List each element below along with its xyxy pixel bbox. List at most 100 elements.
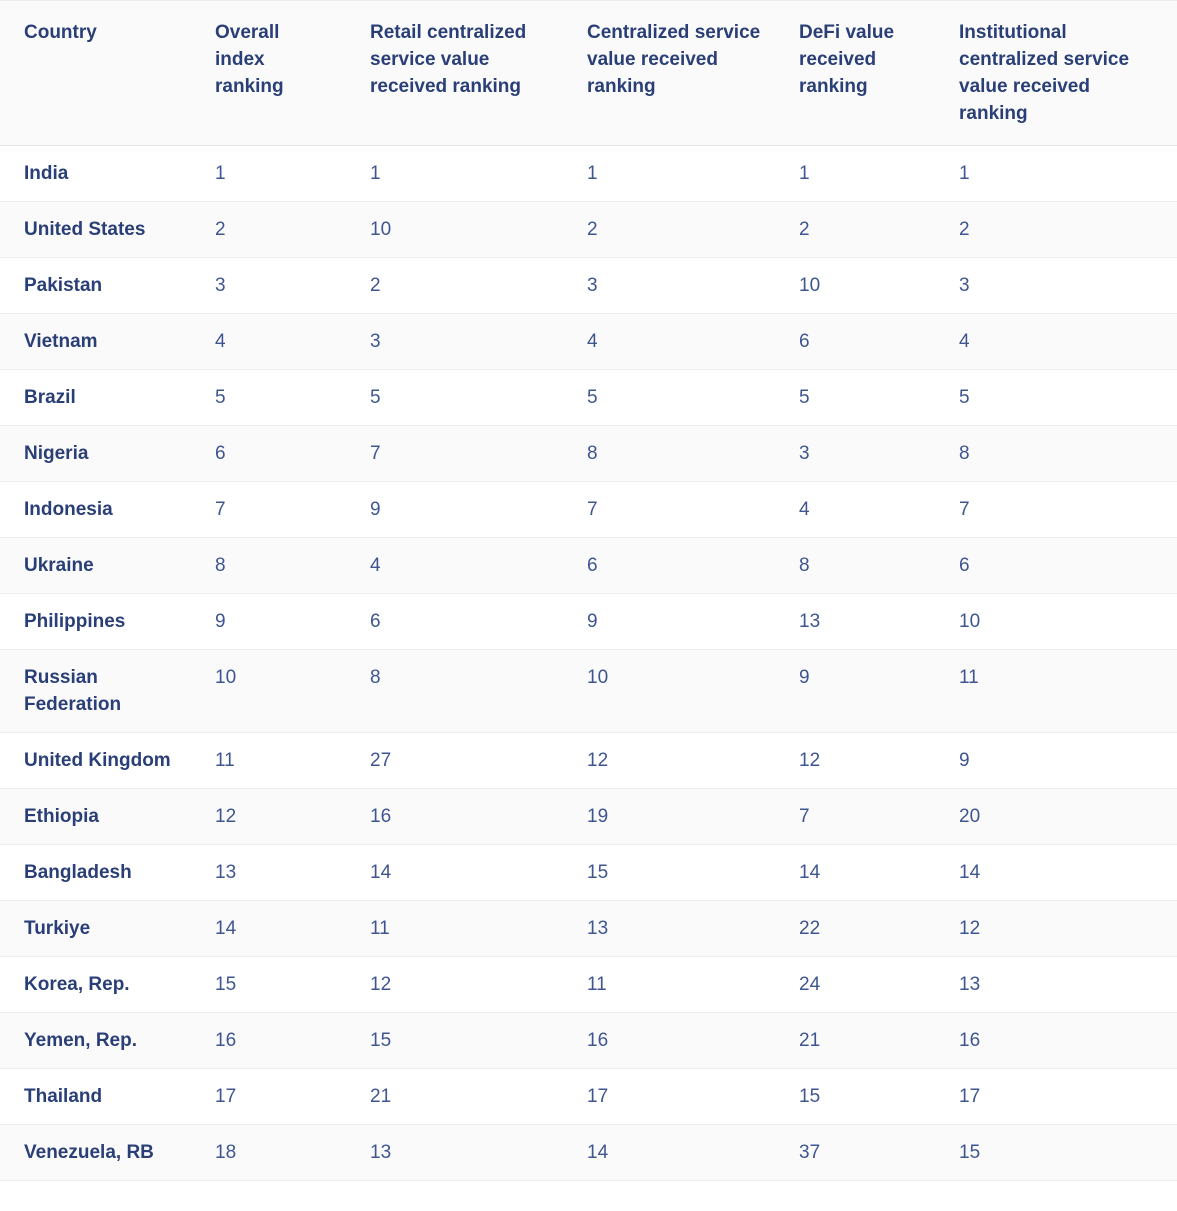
cell-centralized-ranking: 4: [562, 313, 775, 370]
table-row[interactable]: Korea, Rep. 15 12 11 24 13: [0, 956, 1177, 1013]
table-row[interactable]: Turkiye 14 11 13 22 12: [0, 900, 1177, 957]
column-header-defi-label: DeFi value received ranking: [799, 22, 895, 97]
cell-overall-index-ranking: 5: [192, 369, 345, 426]
table-row[interactable]: Nigeria 6 7 8 3 8: [0, 425, 1177, 482]
cell-defi-ranking: 1: [775, 145, 937, 202]
table-row[interactable]: Thailand 17 21 17 15 17: [0, 1068, 1177, 1125]
table-row[interactable]: Vietnam 4 3 4 6 4: [0, 313, 1177, 370]
cell-country: Yemen, Rep.: [0, 1012, 192, 1069]
cell-country: Vietnam: [0, 313, 192, 370]
cell-retail-ranking: 9: [345, 481, 562, 538]
cell-defi-ranking: 9: [775, 649, 937, 733]
cell-country: United Kingdom: [0, 732, 192, 789]
cell-overall-index-ranking: 14: [192, 900, 345, 957]
cell-retail-ranking: 7: [345, 425, 562, 482]
cell-overall-index-ranking: 7: [192, 481, 345, 538]
cell-defi-ranking: 3: [775, 425, 937, 482]
table-row[interactable]: United States 2 10 2 2 2: [0, 201, 1177, 258]
cell-centralized-ranking: 14: [562, 1124, 775, 1181]
table-header: Country Overall index ranking Retail cen…: [0, 0, 1177, 146]
cell-defi-ranking: 4: [775, 481, 937, 538]
table-row[interactable]: United Kingdom 11 27 12 12 9: [0, 732, 1177, 789]
cell-retail-ranking: 13: [345, 1124, 562, 1181]
table-row[interactable]: Ethiopia 12 16 19 7 20: [0, 788, 1177, 845]
cell-institutional-ranking: 2: [937, 201, 1177, 258]
cell-retail-ranking: 3: [345, 313, 562, 370]
cell-overall-index-ranking: 6: [192, 425, 345, 482]
cell-overall-index-ranking: 11: [192, 732, 345, 789]
table-row[interactable]: Ukraine 8 4 6 8 6: [0, 537, 1177, 594]
cell-institutional-ranking: 1: [937, 145, 1177, 202]
cell-country: Venezuela, RB: [0, 1124, 192, 1181]
column-header-retail-centralized-service-value-received-ranking[interactable]: Retail centralized service value receive…: [345, 0, 562, 146]
cell-institutional-ranking: 20: [937, 788, 1177, 845]
cell-institutional-ranking: 17: [937, 1068, 1177, 1125]
table-row[interactable]: Bangladesh 13 14 15 14 14: [0, 844, 1177, 901]
cell-centralized-ranking: 1: [562, 145, 775, 202]
table-header-row: Country Overall index ranking Retail cen…: [0, 0, 1177, 146]
cell-overall-index-ranking: 8: [192, 537, 345, 594]
cell-institutional-ranking: 9: [937, 732, 1177, 789]
column-header-defi-value-received-ranking[interactable]: DeFi value received ranking: [775, 0, 937, 146]
cell-defi-ranking: 22: [775, 900, 937, 957]
cell-institutional-ranking: 7: [937, 481, 1177, 538]
cell-retail-ranking: 11: [345, 900, 562, 957]
cell-retail-ranking: 1: [345, 145, 562, 202]
cell-institutional-ranking: 12: [937, 900, 1177, 957]
table-row[interactable]: Philippines 9 6 9 13 10: [0, 593, 1177, 650]
table-row[interactable]: Venezuela, RB 18 13 14 37 15: [0, 1124, 1177, 1181]
cell-defi-ranking: 14: [775, 844, 937, 901]
cell-centralized-ranking: 9: [562, 593, 775, 650]
cell-overall-index-ranking: 15: [192, 956, 345, 1013]
cell-retail-ranking: 4: [345, 537, 562, 594]
table-row[interactable]: India 1 1 1 1 1: [0, 145, 1177, 202]
cell-institutional-ranking: 15: [937, 1124, 1177, 1181]
cell-overall-index-ranking: 1: [192, 145, 345, 202]
cell-centralized-ranking: 10: [562, 649, 775, 733]
column-header-centralized-service-value-received-ranking[interactable]: Centralized service value received ranki…: [562, 0, 775, 146]
column-header-country-label: Country: [24, 22, 97, 43]
cell-retail-ranking: 8: [345, 649, 562, 733]
cell-country: Korea, Rep.: [0, 956, 192, 1013]
cell-centralized-ranking: 2: [562, 201, 775, 258]
cell-country: Russian Federation: [0, 649, 192, 733]
table-row[interactable]: Pakistan 3 2 3 10 3: [0, 257, 1177, 314]
cell-overall-index-ranking: 17: [192, 1068, 345, 1125]
cell-retail-ranking: 16: [345, 788, 562, 845]
cell-country: Thailand: [0, 1068, 192, 1125]
column-header-country[interactable]: Country: [0, 0, 192, 146]
cell-centralized-ranking: 5: [562, 369, 775, 426]
cell-overall-index-ranking: 3: [192, 257, 345, 314]
cell-retail-ranking: 10: [345, 201, 562, 258]
cell-defi-ranking: 15: [775, 1068, 937, 1125]
cell-retail-ranking: 6: [345, 593, 562, 650]
table-body: India 1 1 1 1 1 United States 2 10 2 2 2 Pakistan 3 2 3…: [0, 145, 1177, 1181]
cell-institutional-ranking: 14: [937, 844, 1177, 901]
cell-retail-ranking: 15: [345, 1012, 562, 1069]
cell-centralized-ranking: 15: [562, 844, 775, 901]
cell-country: Brazil: [0, 369, 192, 426]
cell-institutional-ranking: 5: [937, 369, 1177, 426]
column-header-centralized-label: Centralized service value received ranki…: [587, 22, 761, 97]
cell-defi-ranking: 7: [775, 788, 937, 845]
table-row[interactable]: Brazil 5 5 5 5 5: [0, 369, 1177, 426]
cell-institutional-ranking: 3: [937, 257, 1177, 314]
cell-country: Philippines: [0, 593, 192, 650]
table-row[interactable]: Yemen, Rep. 16 15 16 21 16: [0, 1012, 1177, 1069]
cell-institutional-ranking: 8: [937, 425, 1177, 482]
cell-centralized-ranking: 11: [562, 956, 775, 1013]
column-header-overall-index-ranking-label: Overall index ranking: [215, 22, 284, 97]
table-row[interactable]: Russian Federation 10 8 10 9 11: [0, 649, 1177, 733]
cell-institutional-ranking: 11: [937, 649, 1177, 733]
cell-country: India: [0, 145, 192, 202]
column-header-institutional-centralized-service-value-received-ranking[interactable]: Institutional centralized service value …: [937, 0, 1177, 146]
cell-defi-ranking: 5: [775, 369, 937, 426]
column-header-overall-index-ranking[interactable]: Overall index ranking: [192, 0, 345, 146]
cell-retail-ranking: 2: [345, 257, 562, 314]
cell-centralized-ranking: 12: [562, 732, 775, 789]
cell-centralized-ranking: 13: [562, 900, 775, 957]
cell-country: Pakistan: [0, 257, 192, 314]
cell-retail-ranking: 12: [345, 956, 562, 1013]
table-row[interactable]: Indonesia 7 9 7 4 7: [0, 481, 1177, 538]
